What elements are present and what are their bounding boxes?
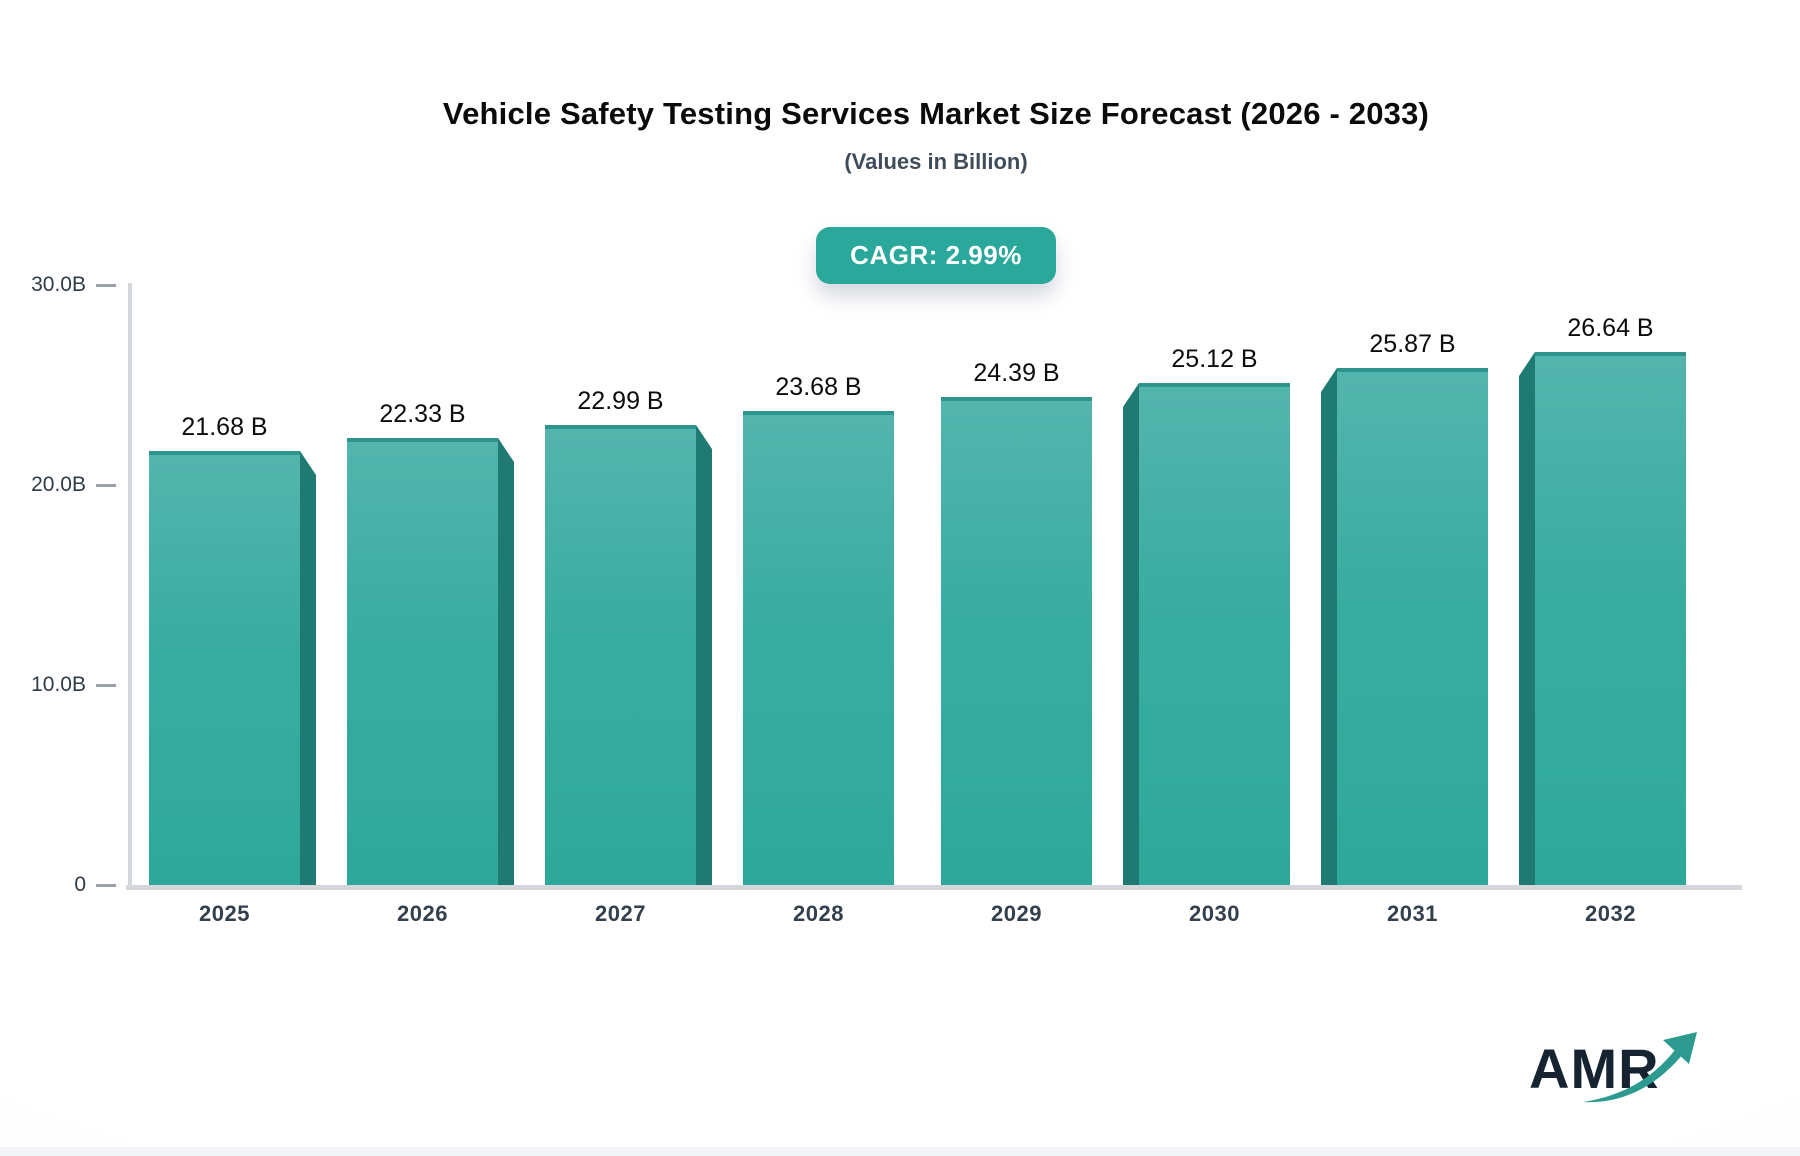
y-tick-label-20.0B: 20.0B — [31, 473, 86, 496]
bar-value-label-2025: 21.68 B — [181, 413, 268, 441]
x-axis-label-2030: 2030 — [1189, 901, 1240, 926]
bar-2030 — [1139, 383, 1290, 885]
y-tick-label-0: 0 — [74, 873, 86, 896]
bar-2027 — [545, 425, 696, 885]
amr-logo-arrowhead — [1663, 1032, 1697, 1064]
bar-2029 — [941, 397, 1092, 885]
bar-2026 — [347, 438, 498, 885]
bar-2030-side-face — [1123, 383, 1139, 885]
x-axis-label-2031: 2031 — [1387, 901, 1438, 926]
amr-logo-text: AMR — [1529, 1037, 1660, 1100]
bar-2025-side-face — [300, 451, 316, 885]
x-axis-line — [126, 885, 1742, 890]
chart-subtitle: (Values in Billion) — [844, 149, 1028, 174]
bar-2031 — [1337, 368, 1488, 885]
y-tick-label-10.0B: 10.0B — [31, 673, 86, 696]
x-axis-label-2028: 2028 — [793, 901, 844, 926]
bar-2031-side-face — [1321, 368, 1337, 885]
x-axis-label-2032: 2032 — [1585, 901, 1636, 926]
bar-2032 — [1535, 352, 1686, 885]
x-axis-label-2025: 2025 — [199, 901, 250, 926]
y-tick-label-30.0B: 30.0B — [31, 273, 86, 296]
bar-2025 — [149, 451, 300, 885]
chart-title: Vehicle Safety Testing Services Market S… — [442, 96, 1430, 131]
x-axis-label-2027: 2027 — [595, 901, 646, 926]
cagr-badge-row: CAGR: 2.99% — [130, 227, 1742, 284]
bar-2027-side-face — [696, 425, 712, 885]
y-tick-mark — [96, 684, 116, 687]
bar-value-label-2031: 25.87 B — [1369, 330, 1456, 358]
bar-2028 — [743, 411, 894, 885]
bar-value-label-2030: 25.12 B — [1171, 345, 1258, 373]
amr-logo: AMR — [1529, 1032, 1697, 1103]
bar-value-label-2029: 24.39 B — [973, 359, 1060, 387]
y-tick-mark — [96, 284, 116, 287]
y-tick-mark — [96, 884, 116, 887]
bar-value-label-2027: 22.99 B — [577, 387, 664, 415]
x-axis-label-2029: 2029 — [991, 901, 1042, 926]
bar-value-label-2028: 23.68 B — [775, 373, 862, 401]
y-axis-line — [128, 283, 132, 888]
y-tick-mark — [96, 484, 116, 487]
amr-logo-arrow-swoosh — [1583, 1050, 1683, 1103]
bottom-edge-strip — [0, 1147, 1800, 1156]
bar-2026-side-face — [498, 438, 514, 885]
bar-value-label-2032: 26.64 B — [1567, 314, 1654, 342]
bar-2032-side-face — [1519, 352, 1535, 885]
cagr-badge: CAGR: 2.99% — [816, 227, 1056, 284]
bar-value-label-2026: 22.33 B — [379, 400, 466, 428]
x-axis-label-2026: 2026 — [397, 901, 448, 926]
